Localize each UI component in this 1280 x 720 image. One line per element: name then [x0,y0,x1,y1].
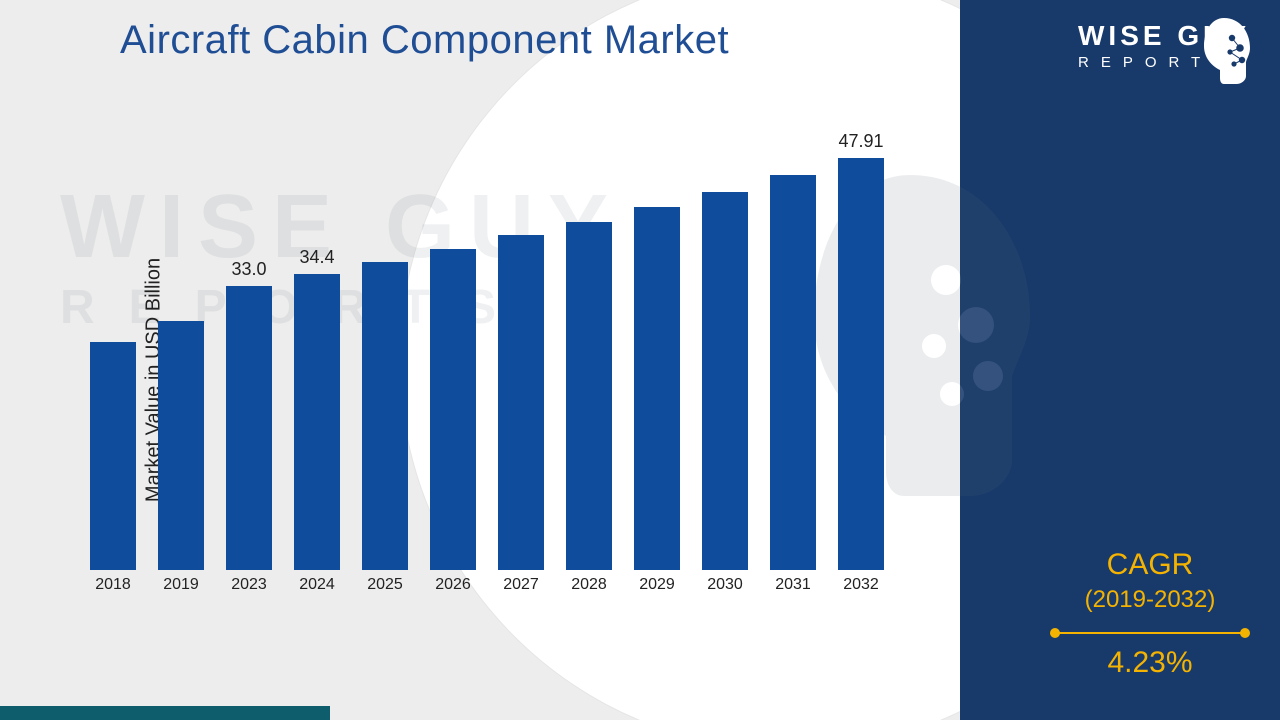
cagr-value: 4.23% [1020,646,1280,680]
brand-logo: WISE GUY REPORTS [1078,20,1250,71]
bar [430,249,476,570]
bar-value-label: 34.4 [299,247,334,268]
x-tick-label: 2027 [503,576,539,594]
x-tick-label: 2023 [231,576,267,594]
brand-head-icon [1196,16,1256,86]
bar [362,262,408,570]
bar [90,342,136,570]
cagr-period: (2019-2032) [1020,586,1280,614]
cagr-block: CAGR (2019-2032) 4.23% [1020,548,1280,680]
x-tick-label: 2028 [571,576,607,594]
bar [770,175,816,570]
x-tick-label: 2031 [775,576,811,594]
plot-area: 2018201933.0202334.420242025202620272028… [90,140,900,570]
bar: 33.0 [226,286,272,570]
bar-value-label: 33.0 [231,259,266,280]
chart-title: Aircraft Cabin Component Market [120,18,729,63]
x-tick-label: 2030 [707,576,743,594]
bar [158,321,204,570]
x-tick-label: 2019 [163,576,199,594]
x-tick-label: 2032 [843,576,879,594]
bottom-accent-bar [0,706,330,720]
bar [702,192,748,570]
bar-value-label: 47.91 [838,131,883,152]
bar: 47.91 [838,158,884,570]
bar [498,235,544,570]
bar [566,222,612,570]
cagr-label: CAGR [1020,548,1280,582]
x-tick-label: 2029 [639,576,675,594]
x-tick-label: 2026 [435,576,471,594]
x-tick-label: 2024 [299,576,335,594]
bar: 34.4 [294,274,340,570]
x-tick-label: 2025 [367,576,403,594]
x-tick-label: 2018 [95,576,131,594]
bar [634,207,680,570]
cagr-divider [1055,632,1245,634]
bar-chart: Market Value in USD Billion 2018201933.0… [70,140,900,620]
